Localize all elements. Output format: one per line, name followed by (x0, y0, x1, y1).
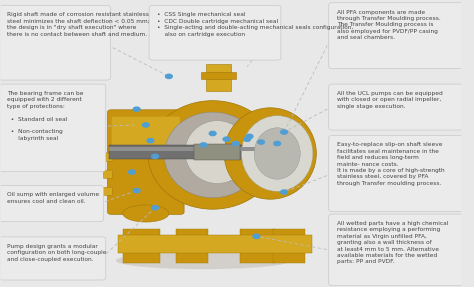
Ellipse shape (116, 252, 291, 269)
Circle shape (232, 141, 239, 146)
FancyBboxPatch shape (123, 229, 160, 263)
FancyBboxPatch shape (118, 235, 312, 253)
FancyBboxPatch shape (240, 229, 275, 263)
FancyBboxPatch shape (108, 110, 184, 214)
FancyBboxPatch shape (103, 170, 112, 178)
Circle shape (274, 141, 281, 146)
Text: All wetted parts have a high chemical
resistance employing a performing
material: All wetted parts have a high chemical re… (337, 221, 448, 264)
Text: •  CSS Single mechanical seal
•  CDC Double cartridge mechanical seal
•  Single-: • CSS Single mechanical seal • CDC Doubl… (157, 12, 353, 37)
Circle shape (133, 189, 140, 193)
FancyBboxPatch shape (0, 237, 106, 280)
FancyBboxPatch shape (0, 185, 103, 222)
Circle shape (281, 130, 288, 134)
Circle shape (253, 234, 260, 238)
Text: The bearing frame can be
equipped with 2 different
type of protections:

  •  St: The bearing frame can be equipped with 2… (7, 91, 83, 141)
FancyBboxPatch shape (206, 63, 231, 91)
Text: Rigid shaft made of corrosion resistant stainless
steel minimizes the shaft defl: Rigid shaft made of corrosion resistant … (7, 12, 150, 37)
Text: Pump design grants a modular
configuration on both long-couple
and close-coupled: Pump design grants a modular configurati… (7, 244, 107, 261)
FancyBboxPatch shape (329, 135, 463, 212)
Ellipse shape (164, 112, 261, 198)
Circle shape (246, 134, 253, 138)
Text: Oil sump with enlarged volume
ensures cool and clean oil.: Oil sump with enlarged volume ensures co… (7, 192, 99, 204)
FancyBboxPatch shape (149, 5, 281, 60)
FancyBboxPatch shape (201, 72, 236, 79)
Circle shape (133, 107, 140, 111)
Text: All PFA components are made
through Transfer Moulding process.
The Transfer Moul: All PFA components are made through Tran… (337, 9, 440, 40)
Ellipse shape (254, 128, 300, 179)
Ellipse shape (123, 205, 169, 222)
Circle shape (152, 154, 158, 158)
Circle shape (281, 190, 288, 194)
Circle shape (165, 74, 172, 78)
FancyBboxPatch shape (329, 3, 463, 69)
Circle shape (143, 123, 149, 127)
Circle shape (152, 206, 158, 210)
Circle shape (209, 131, 216, 136)
Circle shape (258, 140, 264, 144)
Ellipse shape (224, 108, 316, 199)
FancyBboxPatch shape (109, 147, 280, 151)
FancyBboxPatch shape (176, 229, 208, 263)
Circle shape (223, 137, 230, 141)
FancyBboxPatch shape (0, 84, 106, 172)
FancyBboxPatch shape (329, 84, 463, 130)
FancyBboxPatch shape (112, 117, 180, 153)
Text: All the UCL pumps can be equipped
with closed or open radial impeller,
single st: All the UCL pumps can be equipped with c… (337, 91, 442, 109)
FancyBboxPatch shape (103, 187, 112, 195)
Circle shape (128, 170, 136, 174)
FancyBboxPatch shape (194, 144, 240, 160)
Ellipse shape (185, 121, 249, 183)
FancyBboxPatch shape (329, 214, 463, 286)
Circle shape (147, 139, 154, 143)
FancyBboxPatch shape (103, 153, 112, 161)
FancyBboxPatch shape (273, 229, 305, 263)
Text: Easy-to-replace slip-on shaft sleeve
facilitates seal maintenance in the
field a: Easy-to-replace slip-on shaft sleeve fac… (337, 142, 444, 186)
Circle shape (244, 137, 251, 141)
FancyBboxPatch shape (109, 145, 280, 159)
Ellipse shape (148, 101, 277, 209)
FancyBboxPatch shape (0, 5, 110, 80)
Ellipse shape (241, 116, 313, 191)
Circle shape (200, 143, 207, 147)
